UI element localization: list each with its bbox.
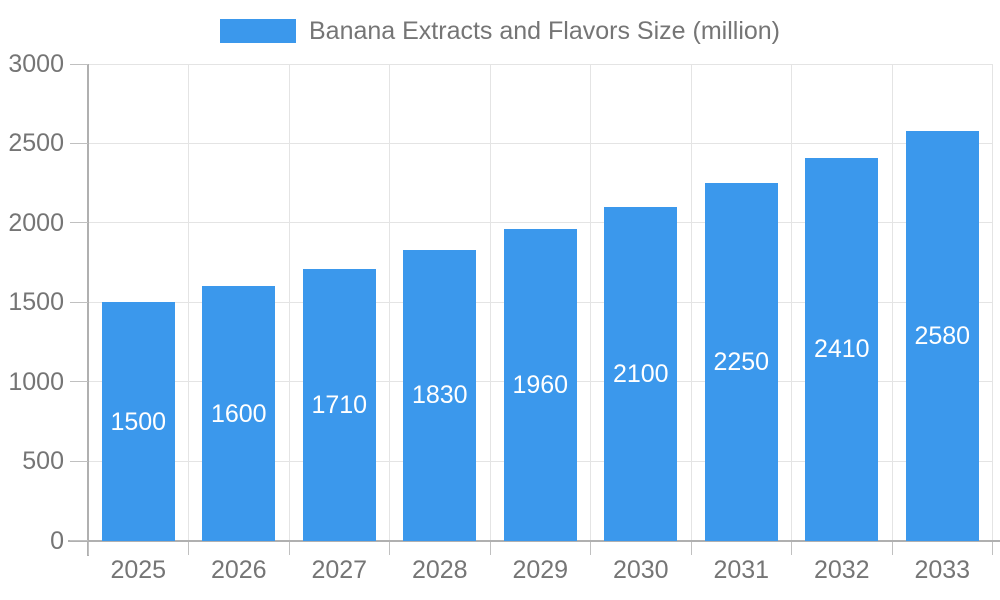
bar[interactable]: [805, 157, 879, 541]
legend-label: Banana Extracts and Flavors Size (millio…: [308, 17, 781, 45]
x-tick: [891, 542, 893, 556]
bar[interactable]: [101, 302, 175, 541]
y-axis-label: 500: [22, 447, 64, 476]
x-axis-label: 2032: [813, 556, 870, 584]
x-tick: [992, 542, 993, 556]
x-axis-label: 2025: [110, 556, 167, 584]
y-tick: [70, 142, 88, 144]
gridline-h: [88, 63, 993, 65]
bar[interactable]: [302, 269, 376, 541]
gridline-v: [389, 64, 390, 541]
x-axis-label: 2026: [210, 556, 267, 584]
x-tick: [791, 542, 792, 556]
legend-swatch-icon: [219, 19, 296, 43]
y-axis-label: 2000: [8, 208, 64, 237]
y-axis-line: [87, 64, 89, 556]
x-tick: [87, 542, 89, 556]
x-axis-label: 2031: [713, 556, 770, 584]
bar-value-label: 2410: [813, 335, 870, 364]
bar-value-label: 1960: [512, 371, 569, 399]
gridline-v: [288, 64, 290, 541]
bar[interactable]: [905, 130, 979, 541]
x-axis-label: 2030: [612, 556, 669, 584]
y-tick: [70, 301, 88, 303]
bar-value-label: 1710: [311, 390, 368, 419]
bar[interactable]: [704, 183, 778, 541]
y-axis-label: 0: [50, 526, 64, 555]
gridline-v: [489, 64, 491, 541]
x-tick: [489, 542, 491, 556]
y-tick: [70, 381, 88, 383]
gridline-h: [88, 222, 993, 224]
bar-value-label: 1600: [210, 399, 267, 428]
gridline-h: [88, 142, 993, 144]
bar-value-label: 1830: [411, 381, 468, 410]
bar-value-label: 1500: [110, 407, 167, 436]
x-axis-line: [68, 539, 1000, 542]
y-tick: [70, 540, 88, 542]
x-tick: [188, 542, 189, 556]
y-tick: [70, 222, 88, 224]
x-axis-label: 2033: [914, 556, 971, 584]
bar[interactable]: [202, 286, 276, 541]
y-axis-label: 3000: [8, 50, 64, 78]
x-tick: [690, 542, 692, 556]
x-tick: [389, 542, 390, 556]
x-axis-label: 2029: [512, 556, 569, 584]
bar[interactable]: [604, 207, 678, 541]
x-axis-label: 2028: [411, 556, 468, 584]
y-tick: [70, 460, 88, 462]
y-tick: [70, 63, 88, 65]
gridline-v: [590, 64, 591, 541]
bar-value-label: 2250: [713, 347, 770, 376]
gridline-v: [992, 64, 993, 541]
x-tick: [590, 542, 591, 556]
gridline-v: [690, 64, 692, 541]
gridline-v: [791, 64, 792, 541]
y-axis-label: 1000: [8, 367, 64, 396]
gridline-v: [188, 64, 189, 541]
y-axis-label: 2500: [8, 129, 64, 158]
bar-value-label: 2580: [914, 321, 971, 350]
y-axis-label: 1500: [8, 288, 64, 317]
x-tick: [288, 542, 290, 556]
gridline-v: [891, 64, 893, 541]
legend[interactable]: Banana Extracts and Flavors Size (millio…: [0, 18, 1000, 44]
bar[interactable]: [503, 229, 577, 541]
bar-value-label: 2100: [612, 359, 669, 388]
x-axis-label: 2027: [311, 556, 368, 584]
bar[interactable]: [403, 249, 477, 541]
